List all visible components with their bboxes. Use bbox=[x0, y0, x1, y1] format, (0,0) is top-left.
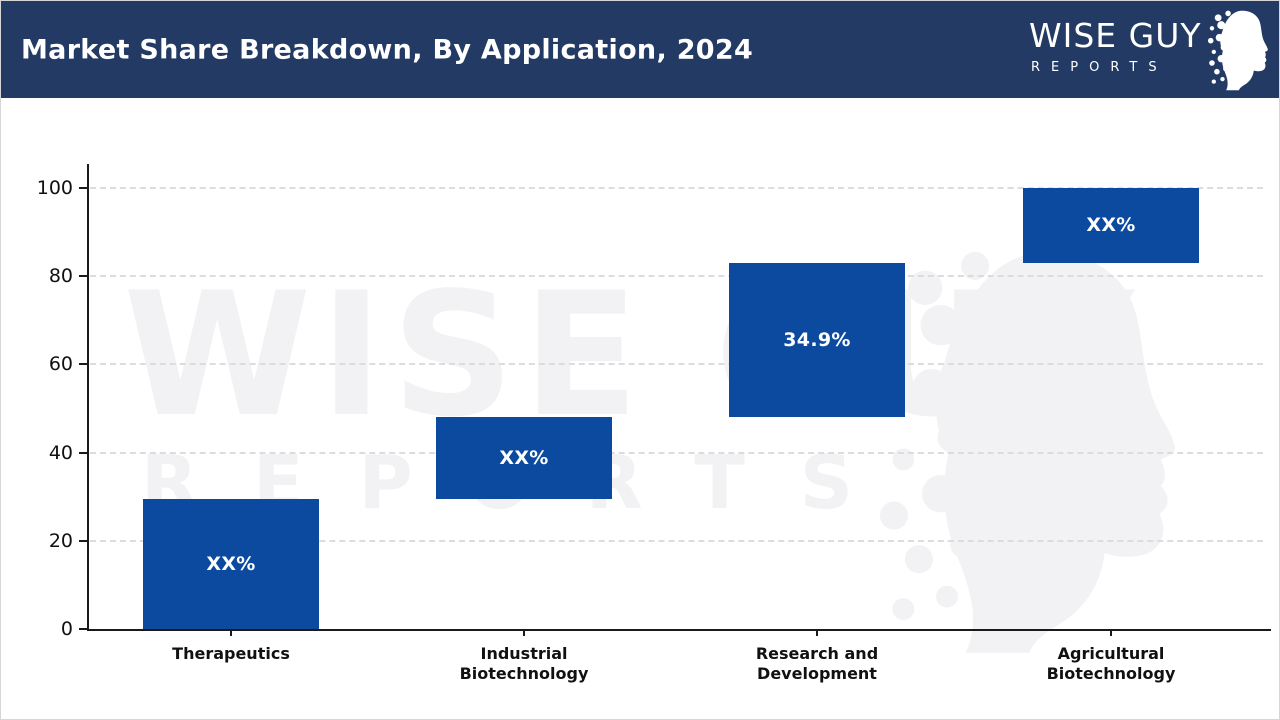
bar-value-label: XX% bbox=[499, 447, 549, 470]
brand-logo: WISE GUY REPORTS bbox=[1029, 8, 1269, 92]
ytick-mark-0 bbox=[79, 628, 87, 630]
category-label: Industrial Biotechnology bbox=[374, 644, 674, 684]
ytick-mark-40 bbox=[79, 451, 87, 454]
bar-value-label: 34.9% bbox=[783, 328, 851, 351]
ytick-mark-20 bbox=[79, 539, 87, 542]
category-label-line: Research and bbox=[755, 644, 879, 663]
xtick-mark bbox=[230, 629, 232, 636]
category-label-line: Biotechnology bbox=[1046, 664, 1176, 683]
xtick-mark bbox=[523, 629, 525, 636]
ytick-label-100: 100 bbox=[36, 177, 73, 199]
category-label-line: Agricultural bbox=[1057, 644, 1165, 663]
category-label: Therapeutics bbox=[81, 644, 381, 664]
ytick-label-20: 20 bbox=[48, 529, 73, 552]
header-bar: Market Share Breakdown, By Application, … bbox=[1, 1, 1279, 98]
ytick-label-0: 0 bbox=[60, 618, 73, 640]
category-label: Agricultural Biotechnology bbox=[961, 644, 1261, 684]
xtick-mark bbox=[1110, 629, 1112, 636]
bar-value-label: XX% bbox=[206, 553, 256, 576]
ytick-mark-60 bbox=[79, 363, 87, 366]
brand-logo-subtext: REPORTS bbox=[1031, 60, 1168, 75]
ytick-mark-80 bbox=[79, 275, 87, 278]
gridline-100 bbox=[90, 187, 1263, 189]
bar: XX% bbox=[1023, 188, 1199, 263]
ytick-label-40: 40 bbox=[48, 441, 73, 464]
gridline-40 bbox=[90, 451, 1263, 454]
category-label-line: Industrial bbox=[480, 644, 568, 663]
xtick-mark bbox=[816, 629, 818, 636]
bar: XX% bbox=[143, 499, 319, 629]
gridline-80 bbox=[90, 275, 1263, 278]
bar-value-label: XX% bbox=[1086, 214, 1136, 237]
brand-face-icon bbox=[1207, 9, 1269, 91]
category-label-line: Therapeutics bbox=[172, 644, 290, 663]
brand-logo-wordmark: WISE GUY bbox=[1029, 16, 1202, 55]
page-title: Market Share Breakdown, By Application, … bbox=[21, 34, 754, 65]
chart-area: WISE GUY REPORTS 020406080100XX%Therapeu… bbox=[1, 98, 1279, 719]
y-axis-line bbox=[87, 164, 89, 631]
gridline-60 bbox=[90, 363, 1263, 366]
bar: 34.9% bbox=[729, 262, 905, 417]
x-axis-line bbox=[87, 629, 1271, 631]
bar: XX% bbox=[436, 416, 612, 500]
category-label: Research and Development bbox=[667, 644, 967, 684]
ytick-mark-100 bbox=[79, 187, 87, 189]
category-label-line: Biotechnology bbox=[459, 664, 589, 683]
ytick-label-80: 80 bbox=[48, 265, 73, 288]
gridline-20 bbox=[90, 539, 1263, 542]
plot: 0 20 40 60 80 100 XX% Therapeutics XX% Industrial… bbox=[1, 98, 1279, 719]
category-label-line: Development bbox=[757, 664, 877, 683]
ytick-label-60: 60 bbox=[48, 353, 73, 376]
